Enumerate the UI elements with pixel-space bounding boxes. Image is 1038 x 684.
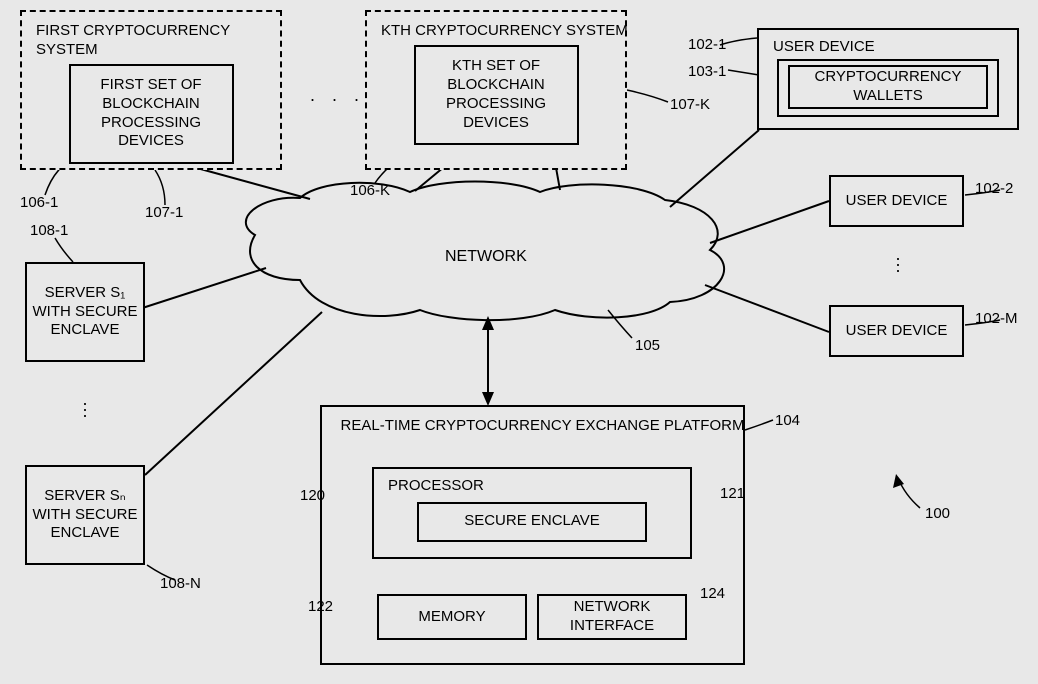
kth-crypto-system: KTH CRYPTOCURRENCY SYSTEM KTH SET OF BLO… xyxy=(365,10,627,170)
user-device-1-wallet-outer: CRYPTOCURRENCY WALLETS xyxy=(777,59,999,117)
ref-103-1: 103-1 xyxy=(688,63,726,80)
ref-106-1: 106-1 xyxy=(20,194,58,211)
processor-title: PROCESSOR xyxy=(378,473,706,498)
server-s1-text: SERVER S₁ WITH SECURE ENCLAVE xyxy=(31,284,139,340)
ref-120: 120 xyxy=(300,487,325,504)
user-device-2-text: USER DEVICE xyxy=(846,192,948,211)
ref-108-N: 108-N xyxy=(160,575,201,592)
user-device-1-wallet-inner: CRYPTOCURRENCY WALLETS xyxy=(788,65,988,109)
platform-title: REAL-TIME CRYPTOCURRENCY EXCHANGE PLATFO… xyxy=(326,411,759,440)
server-s1: SERVER S₁ WITH SECURE ENCLAVE xyxy=(25,262,145,362)
ref-124: 124 xyxy=(700,585,725,602)
ref-105: 105 xyxy=(635,337,660,354)
processor: PROCESSOR SECURE ENCLAVE xyxy=(372,467,692,559)
first-crypto-inner-text: FIRST SET OF BLOCKCHAIN PROCESSING DEVIC… xyxy=(75,76,228,151)
ref-121: 121 xyxy=(720,485,745,502)
wallet-text: CRYPTOCURRENCY WALLETS xyxy=(794,68,982,106)
server-sn: SERVER Sₙ WITH SECURE ENCLAVE xyxy=(25,465,145,565)
kth-crypto-inner-text: KTH SET OF BLOCKCHAIN PROCESSING DEVICES xyxy=(420,57,573,132)
diagram-canvas: FIRST CRYPTOCURRENCY SYSTEM FIRST SET OF… xyxy=(0,0,1038,684)
memory-text: MEMORY xyxy=(418,608,485,627)
secure-enclave-text: SECURE ENCLAVE xyxy=(464,512,600,531)
ref-122: 122 xyxy=(308,598,333,615)
ref-108-1: 108-1 xyxy=(30,222,68,239)
ref-102-2: 102-2 xyxy=(975,180,1013,197)
exchange-platform: REAL-TIME CRYPTOCURRENCY EXCHANGE PLATFO… xyxy=(320,405,745,665)
netif-text: NETWORK INTERFACE xyxy=(543,598,681,636)
ref-100: 100 xyxy=(925,505,950,522)
user-device-m-text: USER DEVICE xyxy=(846,322,948,341)
secure-enclave: SECURE ENCLAVE xyxy=(417,502,647,542)
user-device-2: USER DEVICE xyxy=(829,175,964,227)
kth-crypto-inner: KTH SET OF BLOCKCHAIN PROCESSING DEVICES xyxy=(414,45,579,145)
server-ellipsis: ··· xyxy=(82,400,88,418)
kth-crypto-title: KTH CRYPTOCURRENCY SYSTEM xyxy=(371,16,641,45)
first-crypto-inner: FIRST SET OF BLOCKCHAIN PROCESSING DEVIC… xyxy=(69,64,234,164)
ref-107-K: 107-K xyxy=(670,96,710,113)
network-interface: NETWORK INTERFACE xyxy=(537,594,687,640)
first-crypto-system: FIRST CRYPTOCURRENCY SYSTEM FIRST SET OF… xyxy=(20,10,282,170)
ref-102-M: 102-M xyxy=(975,310,1018,327)
first-crypto-title: FIRST CRYPTOCURRENCY SYSTEM xyxy=(26,16,296,64)
ref-102-1: 102-1 xyxy=(688,36,726,53)
network-label: NETWORK xyxy=(445,248,527,266)
server-sn-text: SERVER Sₙ WITH SECURE ENCLAVE xyxy=(31,487,139,543)
memory: MEMORY xyxy=(377,594,527,640)
user-device-1-title: USER DEVICE xyxy=(763,34,1033,59)
ref-106-K: 106-K xyxy=(350,182,390,199)
user-device-ellipsis: ··· xyxy=(895,255,901,273)
ref-107-1: 107-1 xyxy=(145,204,183,221)
crypto-ellipsis: . . . xyxy=(310,85,365,106)
ref-104: 104 xyxy=(775,412,800,429)
user-device-m: USER DEVICE xyxy=(829,305,964,357)
user-device-1: USER DEVICE CRYPTOCURRENCY WALLETS xyxy=(757,28,1019,130)
